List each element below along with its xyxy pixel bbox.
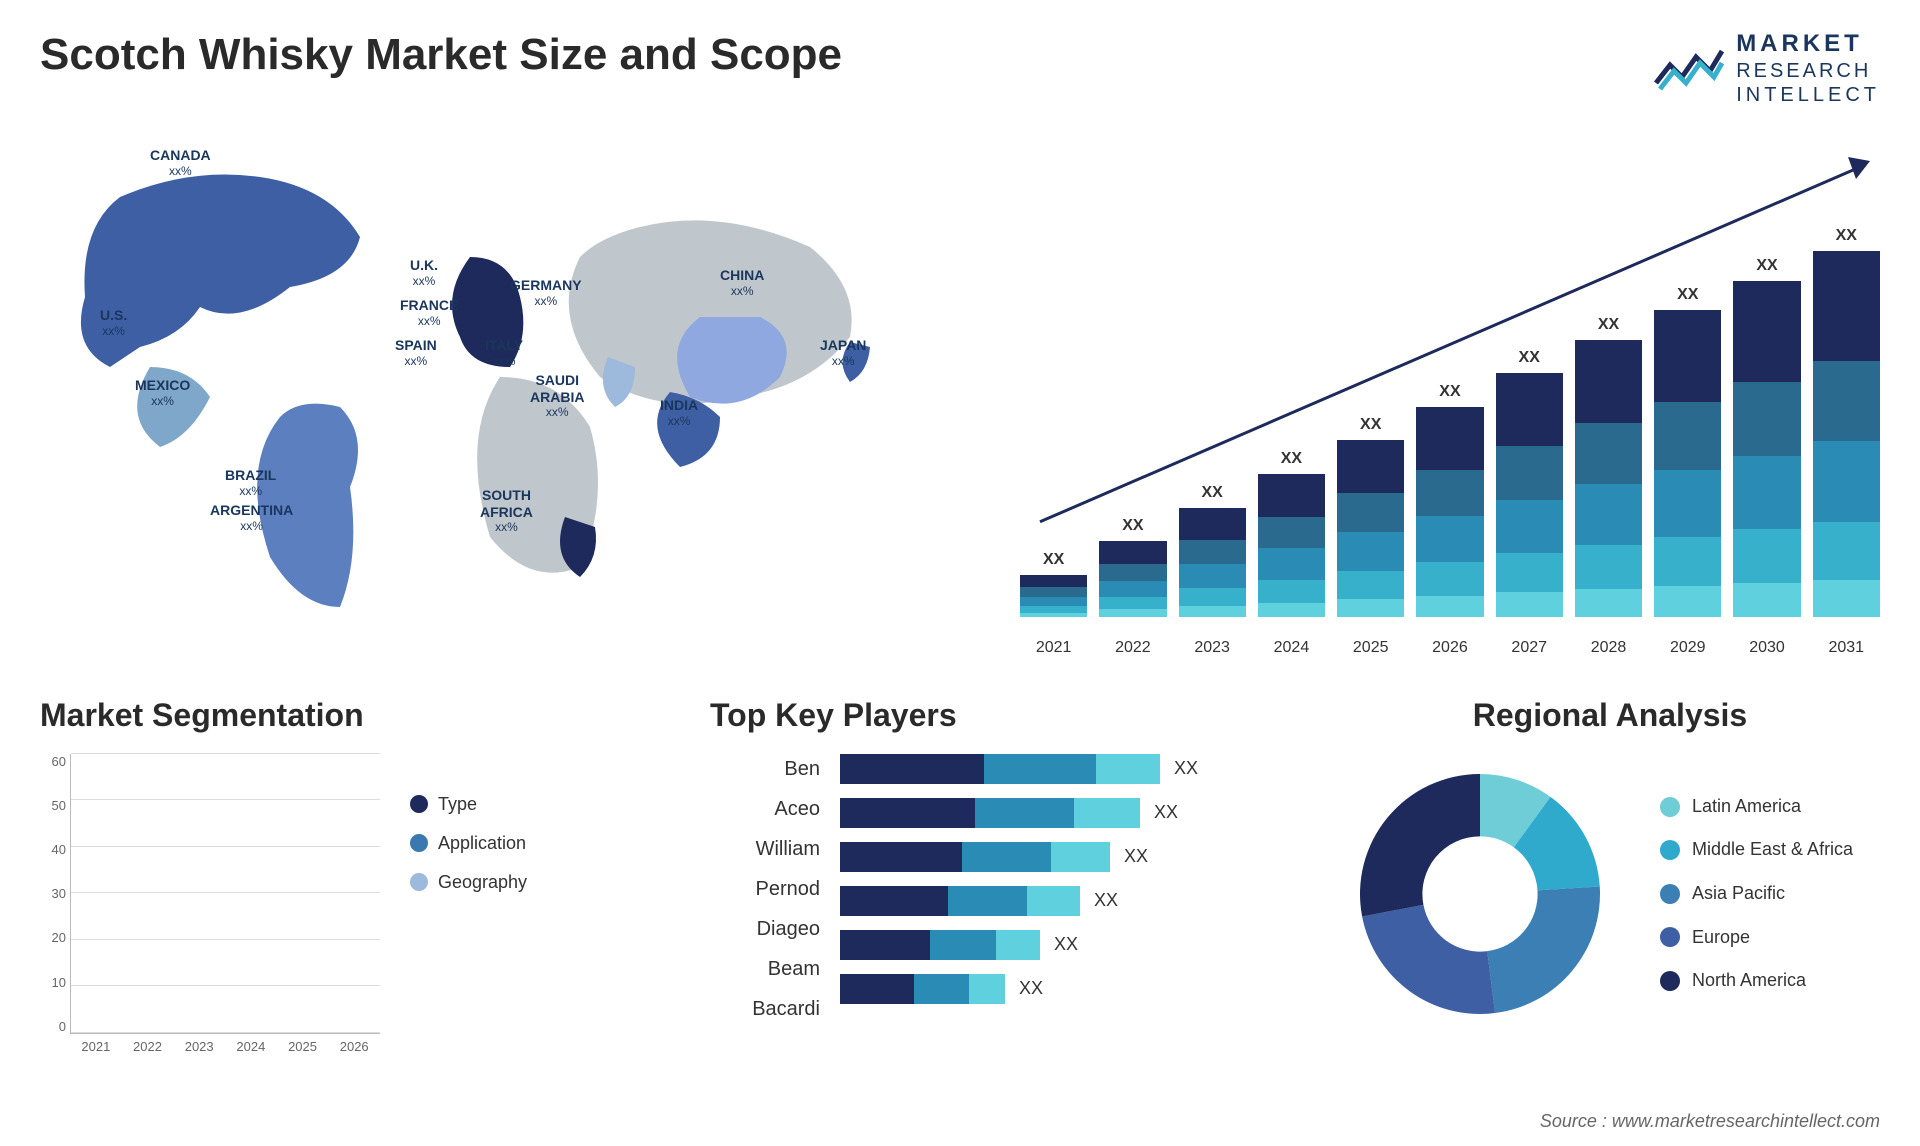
growth-bar-2021: XX: [1020, 575, 1087, 617]
players-chart: XX XX XX XX XX XX: [840, 754, 1290, 1018]
growth-bar-2024: XX: [1258, 474, 1325, 617]
regional-donut: [1340, 754, 1620, 1034]
map-label-japan: JAPANxx%: [820, 337, 866, 368]
map-label-italy: ITALYxx%: [485, 337, 523, 368]
regional-legend-item: Latin America: [1660, 796, 1853, 818]
section-title-players: Top Key Players: [710, 697, 1290, 734]
source-attribution: Source : www.marketresearchintellect.com: [1540, 1111, 1880, 1132]
segmentation-chart: 6050403020100 202120222023202420252026: [40, 754, 380, 1054]
map-label-argentina: ARGENTINAxx%: [210, 502, 293, 533]
map-label-canada: CANADAxx%: [150, 147, 211, 178]
player-bar: XX: [840, 930, 1290, 960]
donut-seg-north-america: [1360, 774, 1480, 916]
player-bar: XX: [840, 798, 1290, 828]
logo-line1: MARKET: [1736, 30, 1880, 59]
growth-xlabel: 2021: [1020, 639, 1087, 657]
logo-line2: RESEARCH: [1736, 59, 1880, 83]
map-label-china: CHINAxx%: [720, 267, 764, 298]
seg-legend-item: Geography: [410, 872, 527, 893]
seg-legend-item: Type: [410, 794, 527, 815]
growth-xlabel: 2027: [1496, 639, 1563, 657]
regional-legend-item: Middle East & Africa: [1660, 839, 1853, 861]
growth-xlabel: 2025: [1337, 639, 1404, 657]
growth-bar-2029: XX: [1654, 310, 1721, 617]
regional-legend-item: Asia Pacific: [1660, 883, 1853, 905]
players-names: Ben Aceo William Pernod Diageo Beam Bacardi: [710, 754, 820, 1021]
player-name: Aceo: [710, 798, 820, 821]
logo-line3: INTELLECT: [1736, 83, 1880, 107]
world-map: CANADAxx% U.S.xx% MEXICOxx% BRAZILxx% ARGENT…: [40, 137, 960, 657]
player-name: Bacardi: [710, 998, 820, 1021]
player-name: Pernod: [710, 878, 820, 901]
regional-legend-item: North America: [1660, 970, 1853, 992]
growth-bar-2026: XX: [1416, 407, 1483, 617]
donut-seg-asia-pacific: [1487, 886, 1600, 1013]
seg-legend-item: Application: [410, 833, 527, 854]
map-label-saudi-arabia: SAUDIARABIAxx%: [530, 372, 584, 420]
map-label-spain: SPAINxx%: [395, 337, 437, 368]
map-label-brazil: BRAZILxx%: [225, 467, 276, 498]
growth-xlabel: 2022: [1099, 639, 1166, 657]
player-bar: XX: [840, 842, 1290, 872]
segmentation-legend: Type Application Geography: [410, 754, 527, 893]
growth-xlabel: 2031: [1813, 639, 1880, 657]
growth-bar-2027: XX: [1496, 373, 1563, 617]
growth-bar-2025: XX: [1337, 440, 1404, 616]
section-title-segmentation: Market Segmentation: [40, 697, 660, 734]
player-bar: XX: [840, 754, 1290, 784]
growth-xlabel: 2029: [1654, 639, 1721, 657]
growth-xlabel: 2023: [1179, 639, 1246, 657]
regional-legend-item: Europe: [1660, 927, 1853, 949]
map-label-france: FRANCExx%: [400, 297, 458, 328]
growth-bar-2031: XX: [1813, 251, 1880, 616]
player-name: Ben: [710, 758, 820, 781]
page-title: Scotch Whisky Market Size and Scope: [40, 30, 842, 80]
brand-logo: MARKET RESEARCH INTELLECT: [1654, 30, 1880, 107]
player-name: William: [710, 838, 820, 861]
map-label-u-s-: U.S.xx%: [100, 307, 127, 338]
growth-bar-2022: XX: [1099, 541, 1166, 617]
growth-xlabel: 2026: [1416, 639, 1483, 657]
growth-bar-2028: XX: [1575, 340, 1642, 617]
player-bar: XX: [840, 886, 1290, 916]
map-label-mexico: MEXICOxx%: [135, 377, 190, 408]
map-label-india: INDIAxx%: [660, 397, 698, 428]
map-label-u-k-: U.K.xx%: [410, 257, 438, 288]
player-name: Diageo: [710, 918, 820, 941]
map-label-germany: GERMANYxx%: [510, 277, 582, 308]
growth-bar-2030: XX: [1733, 281, 1800, 617]
growth-xlabel: 2030: [1733, 639, 1800, 657]
growth-bar-2023: XX: [1179, 508, 1246, 617]
donut-seg-europe: [1362, 905, 1495, 1014]
growth-chart: XXXXXXXXXXXXXXXXXXXXXX 20212022202320242…: [1020, 137, 1880, 657]
player-name: Beam: [710, 958, 820, 981]
growth-xlabel: 2028: [1575, 639, 1642, 657]
map-label-south-africa: SOUTHAFRICAxx%: [480, 487, 533, 535]
growth-xlabel: 2024: [1258, 639, 1325, 657]
section-title-regional: Regional Analysis: [1340, 697, 1880, 734]
player-bar: XX: [840, 974, 1290, 1004]
regional-legend: Latin America Middle East & Africa Asia Pa…: [1660, 796, 1853, 992]
